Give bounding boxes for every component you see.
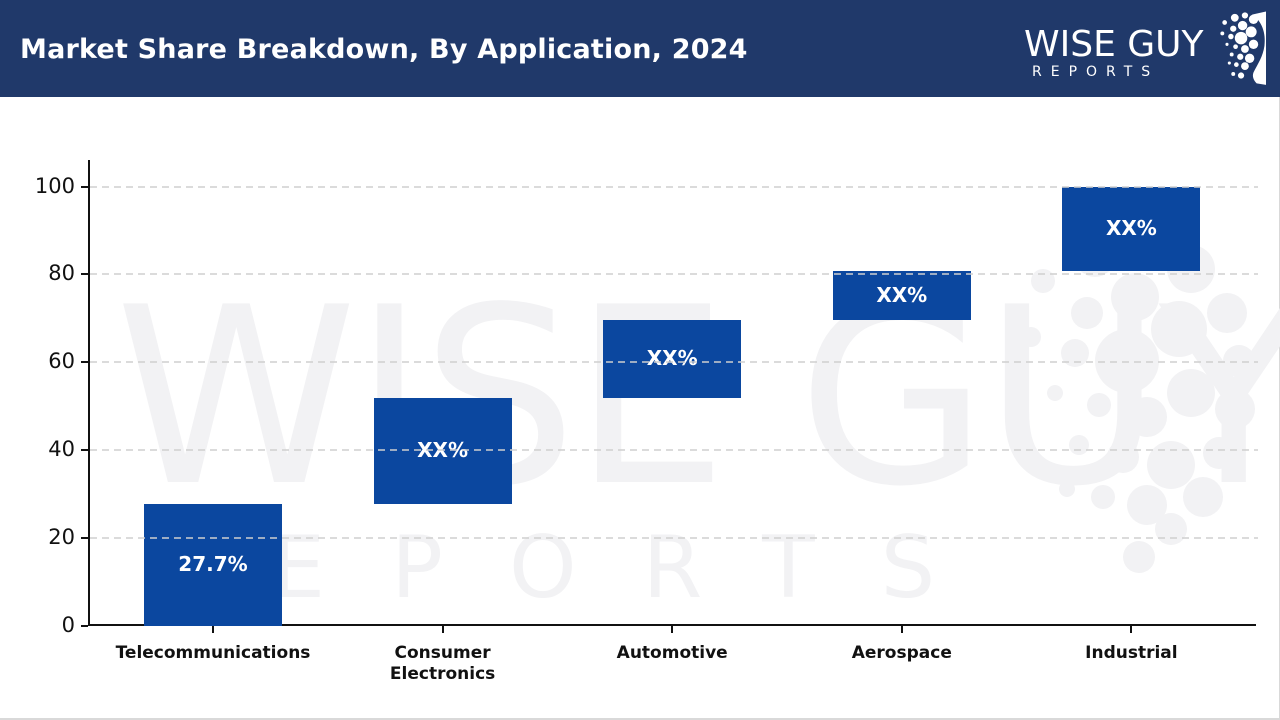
y-axis-tick-label: 40	[48, 437, 75, 462]
wise-guy-reports-logo: WISE GUY REPORTS	[1006, 8, 1266, 90]
x-axis-tick	[900, 626, 903, 633]
x-axis-tick	[441, 626, 444, 633]
y-axis-tick	[81, 625, 88, 627]
bar-consumer-electronics: XX%	[373, 398, 512, 505]
y-axis-tick	[81, 185, 88, 188]
plot-area: 0 20 40 60 80 100 27.7% Telecommunications XX% Co…	[35, 160, 1258, 684]
y-axis-tick	[81, 537, 88, 540]
x-axis-category-label: Consumer Electronics	[389, 643, 496, 684]
y-axis-tick	[81, 273, 88, 276]
bar-industrial: XX%	[1062, 186, 1201, 272]
gridline-y100	[90, 185, 1258, 188]
x-axis-category-label: Automotive	[616, 643, 728, 663]
y-axis-tick	[81, 361, 88, 364]
x-axis-tick	[671, 626, 674, 633]
bar-automotive: XX%	[603, 320, 742, 399]
x-axis-category-label: Aerospace	[851, 643, 952, 663]
bar-value-label: XX%	[876, 282, 928, 307]
y-axis-tick-label: 60	[48, 349, 75, 374]
logo-face-dots-icon	[1220, 11, 1266, 85]
y-axis-tick	[81, 449, 88, 452]
x-axis-tick	[1130, 626, 1133, 633]
bar-value-label: XX%	[646, 346, 698, 371]
y-axis-tick-label: 20	[48, 525, 75, 550]
y-axis-tick-label: 0	[61, 613, 75, 637]
bar-aerospace: XX%	[832, 271, 971, 321]
y-axis-tick-label: 100	[34, 173, 75, 198]
bar-telecommunications: 27.7%	[144, 504, 282, 626]
y-axis-tick-label: 80	[48, 261, 75, 286]
chart-title: Market Share Breakdown, By Application, …	[20, 34, 748, 65]
gridline-y60	[90, 361, 1258, 364]
gridline-y20	[90, 537, 1258, 540]
logo-subtitle: REPORTS	[1032, 64, 1160, 80]
bar-value-label: XX%	[1105, 215, 1157, 240]
bar-value-label: 27.7%	[178, 552, 248, 577]
logo-wordmark: WISE GUY	[1024, 24, 1204, 65]
x-axis-category-label: Industrial	[1085, 643, 1178, 663]
x-axis-category-label: Telecommunications	[115, 643, 311, 663]
watermark-face-dots	[1021, 233, 1255, 573]
x-axis-tick	[212, 626, 214, 633]
gridline-y80	[90, 273, 1258, 276]
gridline-y40	[90, 449, 1258, 452]
header-bar: Market Share Breakdown, By Application, …	[0, 0, 1280, 97]
